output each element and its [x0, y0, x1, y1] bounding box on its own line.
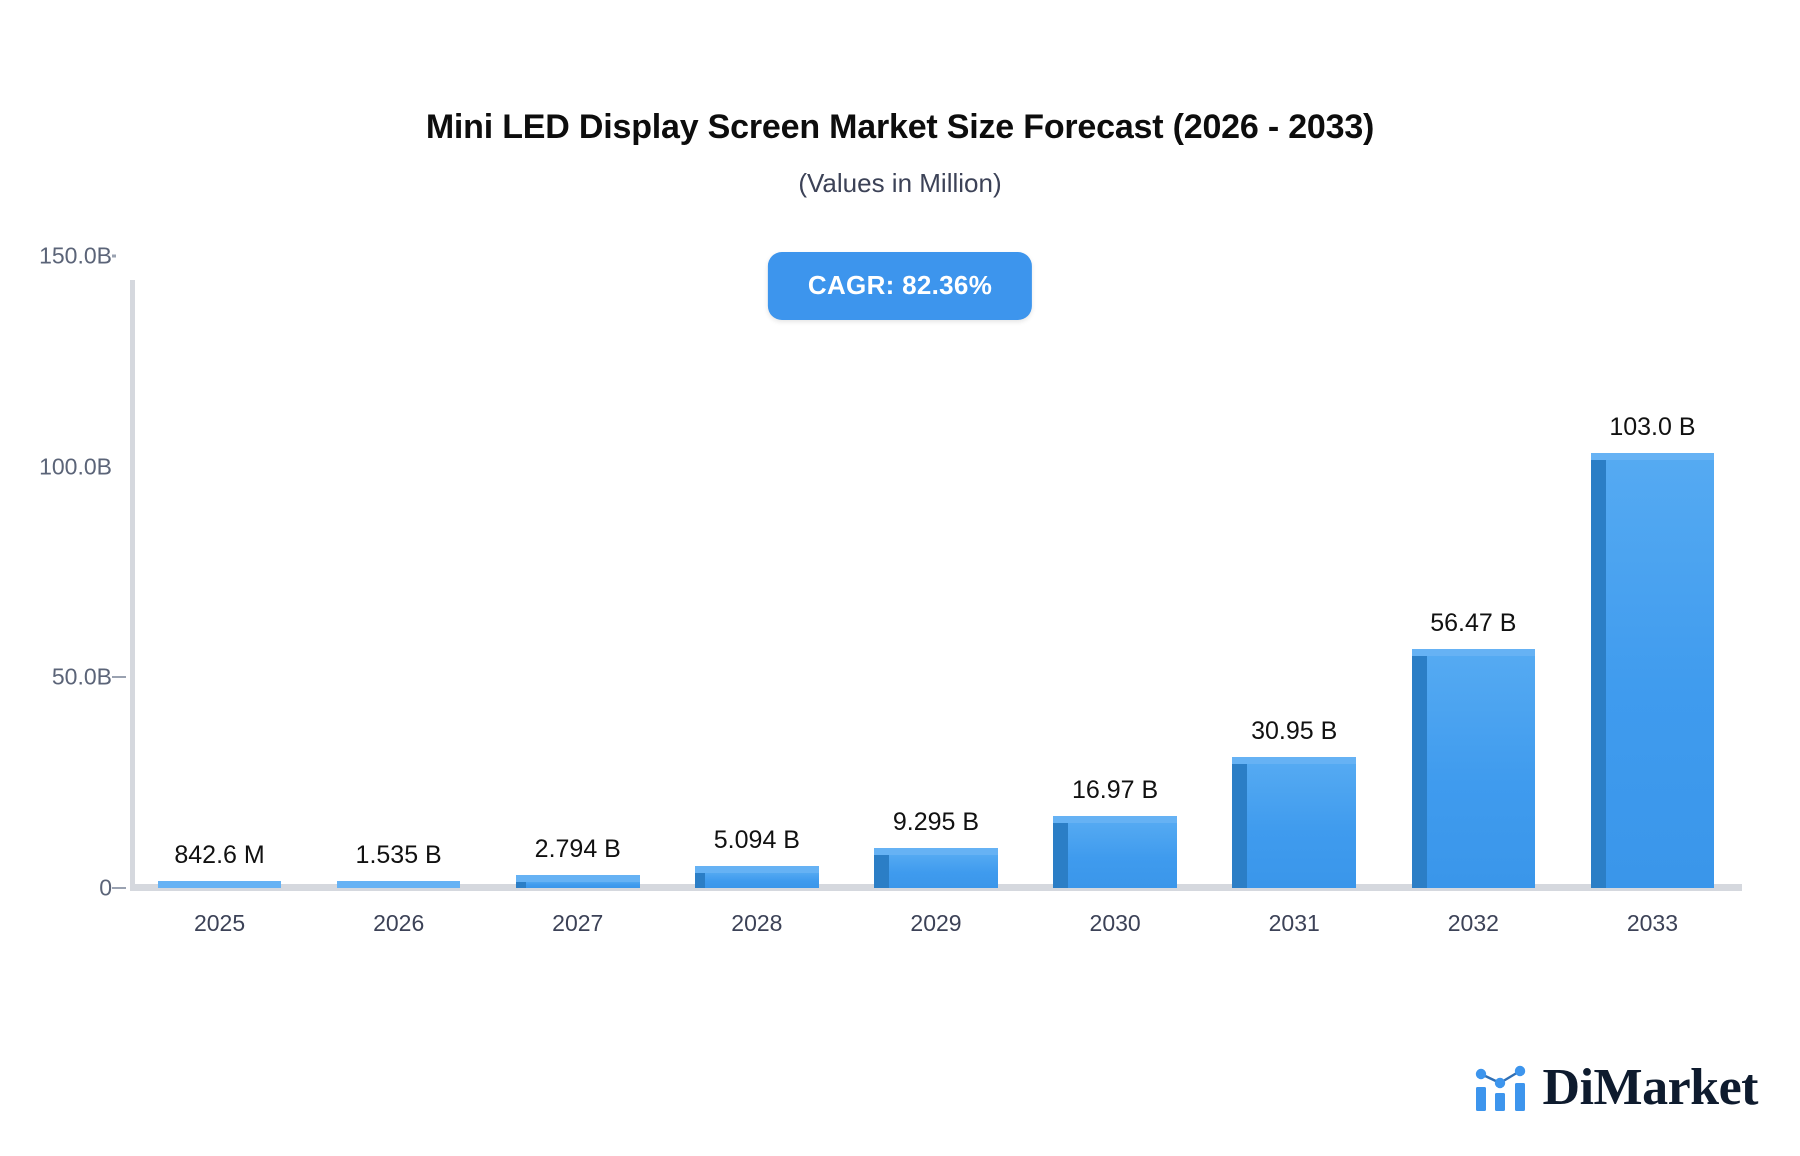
bar-top-face: [1590, 453, 1715, 461]
bar-value-label: 103.0 B: [1609, 413, 1696, 442]
bar-2025[interactable]: 842.6 M: [157, 841, 282, 888]
bar-top-face: [515, 875, 640, 883]
bar-top-face: [336, 880, 461, 888]
bar-body: [1590, 453, 1715, 888]
cagr-badge: CAGR: 82.36%: [767, 252, 1033, 320]
brand-name: DiMarket: [1542, 1059, 1759, 1116]
bar-body: [695, 865, 819, 888]
bar-value-label: 5.094 B: [713, 825, 800, 854]
bar-top-face: [1053, 815, 1177, 823]
bar-2028[interactable]: 5.094 B: [695, 826, 819, 888]
y-axis-tick-label: 150.0B: [39, 242, 112, 269]
bar-chart-dots-icon: [1475, 1065, 1525, 1111]
bar-front-face: [889, 853, 998, 888]
x-axis-tick-label: 2025: [193, 910, 246, 936]
bar-side-face: [1053, 816, 1069, 888]
x-axis-tick-label: 2026: [373, 910, 425, 936]
y-axis-tick-label: 100.0B: [39, 453, 112, 480]
bar-value-label: 1.535 B: [355, 840, 442, 869]
x-axis-tick-label: 2033: [1626, 910, 1679, 936]
bar-body: [874, 847, 998, 888]
bar-body: [1232, 756, 1356, 888]
brand-logo: DiMarket: [1473, 1059, 1759, 1116]
bar-front-face: [1426, 655, 1536, 888]
chart-subtitle: (Values in Million): [798, 168, 1002, 198]
bar-body: [1053, 815, 1177, 888]
bar-body: [515, 875, 640, 888]
bar-2026[interactable]: 1.535 B: [336, 841, 461, 888]
x-axis-tick-label: 2030: [1089, 910, 1141, 936]
bar-2031[interactable]: 30.95 B: [1232, 717, 1356, 888]
bar-front-face: [1605, 459, 1715, 888]
bar-top-face: [695, 865, 819, 873]
x-axis-tick-label: 2032: [1447, 910, 1499, 936]
bar-2029[interactable]: 9.295 B: [874, 808, 998, 888]
bar-top-face: [1411, 649, 1536, 657]
bar-value-label: 2.794 B: [534, 835, 621, 864]
bar-side-face: [1232, 757, 1248, 888]
bar-top-face: [157, 881, 282, 888]
bar-side-face: [1590, 454, 1606, 888]
bar-value-label: 56.47 B: [1430, 609, 1517, 638]
x-axis-tick-label: 2027: [552, 910, 604, 936]
bar-body: [336, 880, 461, 888]
bar-value-label: 842.6 M: [174, 841, 265, 869]
bar-2030[interactable]: 16.97 B: [1053, 776, 1177, 888]
bar-2033[interactable]: 103.0 B: [1590, 413, 1715, 888]
page-title: Mini LED Display Screen Market Size Fore…: [425, 108, 1375, 146]
y-axis-tick-mark: [112, 676, 126, 679]
bar-top-face: [874, 847, 998, 855]
y-axis-tick-label: 50.0B: [51, 663, 112, 690]
bar-side-face: [695, 866, 706, 888]
bar-side-face: [874, 848, 890, 888]
bar-front-face: [705, 871, 819, 888]
bar-top-face: [1232, 756, 1356, 764]
y-axis-line: [130, 280, 135, 888]
bar-value-label: 9.295 B: [892, 807, 980, 836]
bar-front-face: [525, 881, 640, 888]
bar-body: [157, 881, 282, 888]
bar-2032[interactable]: 56.47 B: [1411, 609, 1536, 888]
y-axis-tick-mark: [112, 254, 116, 258]
bar-side-face: [1411, 650, 1427, 888]
bar-2027[interactable]: 2.794 B: [515, 835, 640, 888]
x-axis-tick-label: 2031: [1268, 910, 1320, 936]
bar-body: [1411, 649, 1536, 888]
bar-front-face: [1068, 821, 1177, 888]
y-axis-tick-mark: [112, 887, 126, 889]
y-axis-tick-label: 0: [99, 874, 112, 901]
bar-value-label: 30.95 B: [1251, 716, 1338, 745]
bar-front-face: [1247, 762, 1356, 888]
x-axis-tick-label: 2028: [731, 910, 783, 936]
x-axis-tick-label: 2029: [910, 910, 962, 936]
bar-value-label: 16.97 B: [1072, 775, 1159, 804]
